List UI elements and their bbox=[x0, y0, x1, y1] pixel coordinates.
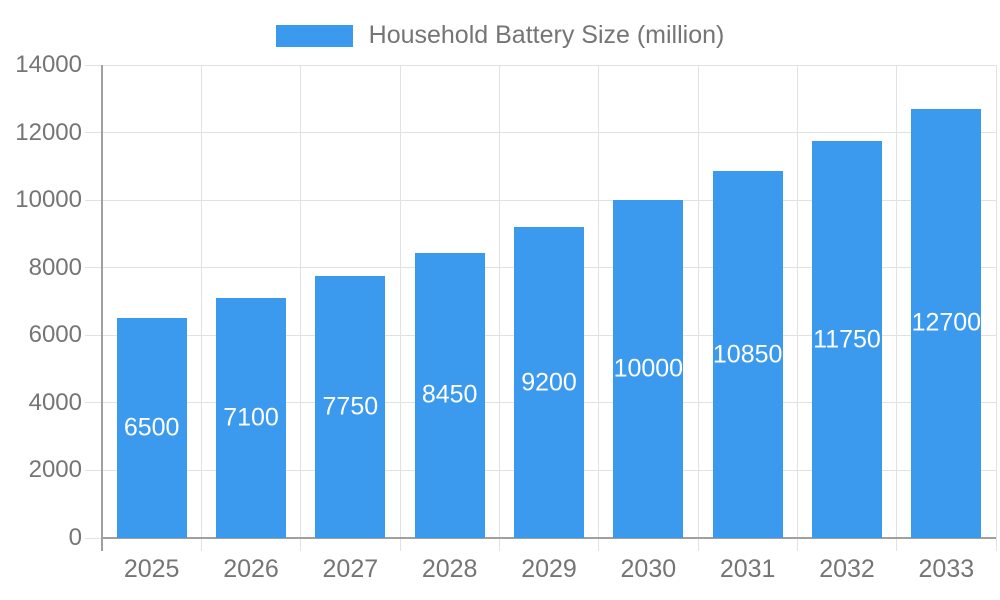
x-axis-tick-label: 2026 bbox=[223, 555, 279, 583]
x-axis: 2025 2026 2027 2028 2029 2030 2031 2032 2033 bbox=[102, 538, 996, 588]
y-axis-tick-label: 0 bbox=[68, 524, 82, 551]
x-axis-tick-label: 2027 bbox=[322, 555, 379, 583]
y-axis-tick-label: 10000 bbox=[15, 186, 82, 214]
y-gridline bbox=[85, 64, 996, 66]
bar-2033[interactable]: 12700 bbox=[911, 108, 982, 538]
x-gridline bbox=[995, 65, 997, 551]
bar-value-label: 7750 bbox=[322, 392, 379, 421]
x-axis-tick-label: 2032 bbox=[819, 555, 875, 583]
bar-2031[interactable]: 10850 bbox=[712, 171, 783, 538]
y-gridline bbox=[85, 199, 996, 201]
x-gridline bbox=[498, 65, 500, 551]
x-gridline bbox=[796, 65, 798, 551]
x-gridline bbox=[896, 65, 898, 551]
legend-color-swatch bbox=[275, 24, 353, 47]
x-axis-tick-label: 2028 bbox=[421, 555, 478, 583]
bar-2027[interactable]: 7750 bbox=[315, 276, 386, 538]
y-axis-line bbox=[101, 65, 103, 551]
x-axis-tick-label: 2031 bbox=[719, 555, 776, 583]
legend-label: Household Battery Size (million) bbox=[368, 21, 725, 49]
x-gridline bbox=[598, 65, 600, 551]
bar-2026[interactable]: 7100 bbox=[216, 298, 286, 538]
x-gridline bbox=[300, 65, 302, 551]
bar-2032[interactable]: 11750 bbox=[812, 141, 882, 538]
bar-value-label: 10850 bbox=[712, 340, 783, 369]
x-gridline bbox=[399, 65, 401, 551]
x-axis-line bbox=[102, 537, 996, 539]
bar-value-label: 8450 bbox=[421, 380, 478, 409]
x-gridline bbox=[200, 65, 202, 551]
bar-2030[interactable]: 10000 bbox=[613, 200, 684, 538]
bar-2025[interactable]: 6500 bbox=[116, 318, 187, 538]
y-axis-tick-label: 4000 bbox=[28, 388, 82, 416]
y-axis-tick-label: 14000 bbox=[15, 51, 82, 78]
x-gridline bbox=[697, 65, 699, 551]
bar-2028[interactable]: 8450 bbox=[414, 252, 485, 538]
y-axis: 0 2000 4000 6000 8000 10000 12000 14000 bbox=[0, 51, 82, 551]
y-axis-tick-label: 12000 bbox=[15, 118, 82, 146]
bar-value-label: 6500 bbox=[123, 413, 180, 442]
y-axis-tick-label: 2000 bbox=[28, 456, 82, 484]
y-gridline bbox=[85, 132, 996, 134]
x-axis-tick-label: 2025 bbox=[123, 555, 180, 583]
x-axis-tick-label: 2030 bbox=[620, 555, 677, 583]
bar-value-label: 10000 bbox=[613, 354, 684, 383]
x-axis-tick-label: 2033 bbox=[918, 555, 975, 583]
y-axis-tick-label: 8000 bbox=[28, 253, 82, 281]
legend[interactable]: Household Battery Size (million) bbox=[0, 21, 1000, 50]
bar-value-label: 11750 bbox=[813, 325, 881, 354]
bar-value-label: 12700 bbox=[911, 308, 982, 337]
y-axis-tick-label: 6000 bbox=[28, 321, 82, 349]
bar-value-label: 7100 bbox=[223, 403, 279, 432]
bar-2029[interactable]: 9200 bbox=[514, 227, 584, 538]
x-axis-tick-label: 2029 bbox=[521, 555, 577, 583]
plot-area: 6500 7100 7750 8450 9200 10000 10850 11750 12700 bbox=[85, 64, 997, 551]
bar-value-label: 9200 bbox=[521, 368, 577, 397]
